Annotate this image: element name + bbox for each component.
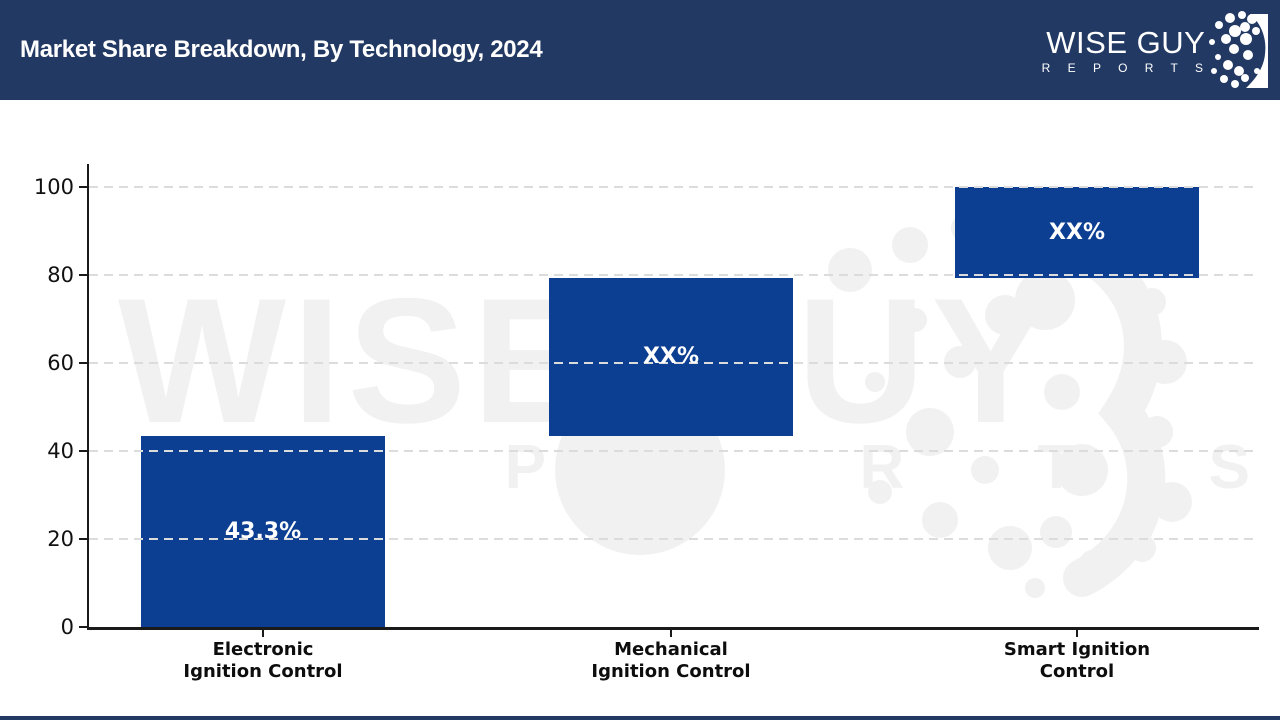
y-axis-spine: [87, 164, 89, 630]
y-tick-label: 100: [33, 175, 74, 199]
wiseguy-logo: WISE GUY R E P O R T S: [1042, 6, 1268, 96]
y-tick-mark: [79, 186, 88, 188]
x-axis-spine: [87, 627, 1259, 630]
gridline: [89, 362, 1257, 364]
y-tick-label: 60: [47, 351, 74, 375]
bar-value-label: XX%: [1049, 219, 1105, 245]
x-category-label: Electronic Ignition Control: [123, 639, 403, 682]
x-category-label-line: Mechanical: [614, 639, 728, 660]
x-category-label: Smart Ignition Control: [937, 639, 1217, 682]
x-category-label: Mechanical Ignition Control: [531, 639, 811, 682]
x-category-label-line: Control: [1039, 660, 1115, 682]
x-category-label-line: Electronic: [212, 639, 314, 660]
logo-reports-label: R E P O R T S: [1041, 61, 1210, 75]
header-bar: Market Share Breakdown, By Technology, 2…: [0, 0, 1280, 100]
gridline: [89, 450, 1257, 452]
x-tick-mark: [262, 630, 264, 637]
logo-wordmark: WISE GUY: [1046, 25, 1206, 60]
y-tick-mark: [79, 274, 88, 276]
bar-segment: [141, 436, 385, 627]
bar-value-label: 43.3%: [224, 518, 302, 544]
y-tick-mark: [79, 538, 88, 540]
y-tick-label: 40: [47, 439, 74, 463]
x-category-label-line: Ignition Control: [183, 660, 343, 682]
gridline: [89, 274, 1257, 276]
y-tick-mark: [79, 450, 88, 452]
y-tick-label: 80: [47, 263, 74, 287]
footer-bar: [0, 716, 1280, 720]
gridline: [89, 538, 1257, 540]
y-tick-mark: [79, 626, 88, 628]
wiseguy-face-icon: [1209, 11, 1268, 88]
logo-wordmark-block: WISE GUY R E P O R T S: [1041, 25, 1210, 76]
bar-value-label: XX%: [643, 344, 699, 370]
bar-segment: [955, 187, 1199, 279]
x-tick-mark: [670, 630, 672, 637]
bar-segment: [549, 278, 793, 437]
y-tick-label: 0: [60, 615, 74, 639]
y-tick-mark: [79, 362, 88, 364]
y-tick-label: 20: [47, 527, 74, 551]
x-category-label-line: Smart Ignition: [1003, 639, 1151, 660]
gridline: [89, 186, 1257, 188]
x-category-label-line: Ignition Control: [591, 660, 751, 682]
x-tick-mark: [1076, 630, 1078, 637]
chart-title: Market Share Breakdown, By Technology, 2…: [20, 36, 543, 63]
